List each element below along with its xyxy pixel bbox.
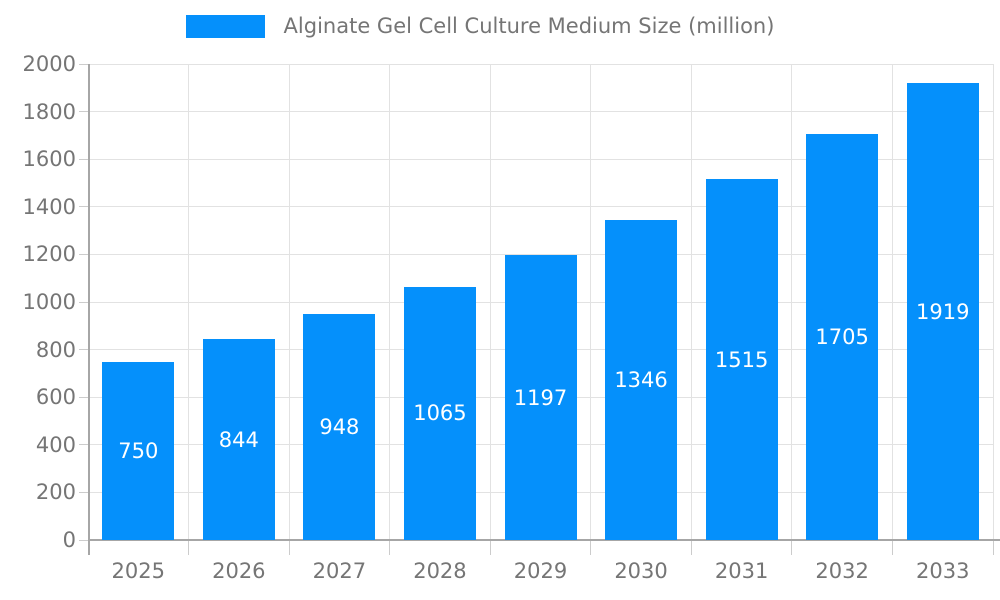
bar-value-label: 948 — [319, 415, 360, 440]
y-axis-label: 1600 — [22, 147, 76, 172]
y-axis-label: 1200 — [22, 242, 76, 267]
x-axis-label: 2032 — [815, 559, 869, 583]
gridline-horizontal — [88, 206, 993, 208]
y-axis-label: 800 — [35, 337, 76, 362]
x-axis-label: 2030 — [614, 559, 668, 583]
y-axis-label: 0 — [62, 528, 76, 552]
y-axis-tick — [79, 396, 88, 398]
bar-value-label: 1346 — [614, 367, 668, 392]
x-axis-tick — [791, 540, 793, 555]
y-axis-tick — [79, 539, 88, 541]
y-axis-label: 600 — [35, 385, 76, 410]
bar[interactable] — [705, 179, 778, 540]
y-axis-tick — [79, 444, 88, 446]
bar[interactable] — [202, 339, 275, 540]
gridline-vertical — [288, 64, 290, 540]
x-axis-tick — [590, 540, 592, 555]
gridline-vertical — [489, 64, 491, 540]
y-axis-tick — [79, 349, 88, 351]
y-axis-label: 1400 — [22, 194, 76, 219]
y-axis-label: 1000 — [22, 290, 76, 314]
bar[interactable] — [102, 361, 175, 540]
gridline-horizontal — [88, 158, 993, 160]
gridline-horizontal — [88, 253, 993, 255]
gridline-vertical — [188, 64, 190, 540]
legend[interactable]: Alginate Gel Cell Culture Medium Size (m… — [0, 14, 1000, 38]
x-axis-label: 2027 — [312, 559, 367, 583]
bar-value-label: 1065 — [413, 401, 467, 426]
gridline-horizontal — [88, 63, 993, 65]
y-axis-tick — [79, 301, 88, 303]
x-axis-tick — [288, 540, 290, 555]
gridline-vertical — [992, 64, 994, 540]
x-axis-tick — [992, 540, 994, 555]
y-axis-tick — [79, 111, 88, 113]
y-axis-tick — [79, 206, 88, 208]
y-axis-tick — [79, 253, 88, 255]
bar-value-label: 1919 — [915, 299, 970, 324]
bar[interactable] — [906, 83, 979, 540]
x-axis-label: 2033 — [915, 559, 970, 583]
y-axis-label: 400 — [35, 432, 76, 457]
gridline-vertical — [690, 64, 692, 540]
legend-label: Alginate Gel Cell Culture Medium Size (m… — [283, 14, 775, 38]
bar-value-label: 844 — [218, 427, 259, 452]
bar-value-label: 1515 — [714, 347, 769, 372]
gridline-horizontal — [88, 111, 993, 113]
bar[interactable] — [806, 134, 879, 540]
x-axis-tick — [188, 540, 190, 555]
gridline-vertical — [791, 64, 793, 540]
x-axis-line — [88, 539, 1000, 541]
x-axis-tick — [389, 540, 391, 555]
y-axis-tick — [79, 63, 88, 65]
x-axis-tick — [489, 540, 491, 555]
legend-swatch — [185, 14, 265, 38]
y-axis-label: 2000 — [22, 52, 76, 76]
x-axis-label: 2029 — [513, 559, 568, 583]
bar[interactable] — [303, 314, 376, 540]
bar[interactable] — [605, 219, 678, 540]
bar-value-label: 1705 — [815, 325, 869, 350]
x-axis-label: 2026 — [212, 559, 266, 583]
y-axis-tick — [79, 158, 88, 160]
x-axis-tick — [891, 540, 893, 555]
y-axis-line — [88, 64, 90, 555]
gridline-vertical — [389, 64, 391, 540]
x-axis-label: 2031 — [714, 559, 769, 583]
bar[interactable] — [403, 286, 476, 540]
y-axis-label: 200 — [35, 480, 76, 505]
y-axis-tick — [79, 491, 88, 493]
x-axis-tick — [690, 540, 692, 555]
bar-value-label: 1197 — [513, 385, 568, 410]
x-axis-label: 2025 — [111, 559, 165, 583]
bar-value-label: 750 — [118, 438, 159, 463]
y-axis-label: 1800 — [22, 99, 76, 124]
plot-area: 750 844 948 1065 1197 1346 1515 1705 1919 — [79, 63, 1000, 555]
gridline-vertical — [590, 64, 592, 540]
x-axis-label: 2028 — [413, 559, 467, 583]
bar[interactable] — [504, 255, 577, 540]
gridline-vertical — [891, 64, 893, 540]
